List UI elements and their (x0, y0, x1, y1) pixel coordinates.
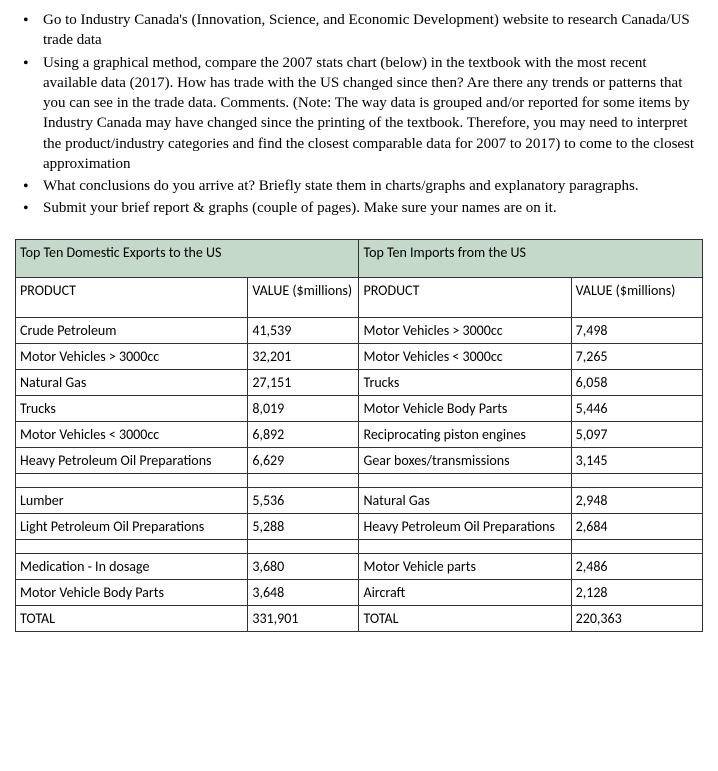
cell-value-right: 3,145 (571, 447, 702, 473)
cell-product-right: Trucks (359, 369, 571, 395)
table-row: Motor Vehicles < 3000cc 6,892 Reciprocat… (16, 421, 703, 447)
cell-product-left: Crude Petroleum (16, 317, 248, 343)
cell-product-right: TOTAL (359, 605, 571, 631)
section-header-imports: Top Ten Imports from the US (359, 239, 703, 277)
cell-product-right: Motor Vehicles < 3000cc (359, 343, 571, 369)
cell-product-left: Lumber (16, 487, 248, 513)
section-header-exports: Top Ten Domestic Exports to the US (16, 239, 359, 277)
cell-value-left: 27,151 (248, 369, 359, 395)
cell-value-left: 8,019 (248, 395, 359, 421)
cell-value-right: 2,948 (571, 487, 702, 513)
cell-value-left: 3,648 (248, 579, 359, 605)
cell-product-right: Gear boxes/transmissions (359, 447, 571, 473)
cell-value-right: 7,498 (571, 317, 702, 343)
cell-product-right: Motor Vehicles > 3000cc (359, 317, 571, 343)
cell-value-right: 220,363 (571, 605, 702, 631)
cell-product-left: Motor Vehicle Body Parts (16, 579, 248, 605)
bullet-item: Go to Industry Canada's (Innovation, Sci… (15, 10, 703, 51)
cell-value-right: 5,446 (571, 395, 702, 421)
column-header-value-right: VALUE ($millions) (571, 277, 702, 317)
cell-product-left: Heavy Petroleum Oil Preparations (16, 447, 248, 473)
column-header-product-right: PRODUCT (359, 277, 571, 317)
cell-value-right: 6,058 (571, 369, 702, 395)
instruction-list: Go to Industry Canada's (Innovation, Sci… (15, 10, 703, 219)
table-row-total: TOTAL 331,901 TOTAL 220,363 (16, 605, 703, 631)
table-row: Trucks 8,019 Motor Vehicle Body Parts 5,… (16, 395, 703, 421)
cell-value-left: 32,201 (248, 343, 359, 369)
table-row: Motor Vehicles > 3000cc 32,201 Motor Veh… (16, 343, 703, 369)
cell-value-right: 7,265 (571, 343, 702, 369)
cell-product-right: Natural Gas (359, 487, 571, 513)
cell-value-left: 331,901 (248, 605, 359, 631)
cell-value-left: 6,629 (248, 447, 359, 473)
gap-row (16, 473, 703, 487)
table-row: Crude Petroleum 41,539 Motor Vehicles > … (16, 317, 703, 343)
cell-value-right: 5,097 (571, 421, 702, 447)
column-header-product-left: PRODUCT (16, 277, 248, 317)
cell-product-left: Trucks (16, 395, 248, 421)
cell-value-left: 6,892 (248, 421, 359, 447)
cell-product-right: Aircraft (359, 579, 571, 605)
gap-row (16, 539, 703, 553)
cell-value-right: 2,128 (571, 579, 702, 605)
cell-product-left: Motor Vehicles < 3000cc (16, 421, 248, 447)
cell-value-left: 5,288 (248, 513, 359, 539)
bullet-item: Submit your brief report & graphs (coupl… (15, 198, 703, 218)
table-row: Motor Vehicle Body Parts 3,648 Aircraft … (16, 579, 703, 605)
table-row: Lumber 5,536 Natural Gas 2,948 (16, 487, 703, 513)
cell-product-right: Reciprocating piston engines (359, 421, 571, 447)
bullet-text: Using a graphical method, compare the 20… (43, 55, 694, 172)
cell-value-left: 5,536 (248, 487, 359, 513)
cell-value-right: 2,486 (571, 553, 702, 579)
cell-product-right: Motor Vehicle Body Parts (359, 395, 571, 421)
cell-product-left: Natural Gas (16, 369, 248, 395)
bullet-text: Go to Industry Canada's (Innovation, Sci… (43, 12, 690, 48)
bullet-item: What conclusions do you arrive at? Brief… (15, 176, 703, 196)
cell-product-left: Medication - In dosage (16, 553, 248, 579)
cell-value-right: 2,684 (571, 513, 702, 539)
cell-product-left: Light Petroleum Oil Preparations (16, 513, 248, 539)
trade-data-table: Top Ten Domestic Exports to the US Top T… (15, 239, 703, 632)
cell-product-right: Heavy Petroleum Oil Preparations (359, 513, 571, 539)
bullet-text: What conclusions do you arrive at? Brief… (43, 178, 639, 194)
bullet-text: Submit your brief report & graphs (coupl… (43, 200, 557, 216)
table-row: Light Petroleum Oil Preparations 5,288 H… (16, 513, 703, 539)
cell-product-left: Motor Vehicles > 3000cc (16, 343, 248, 369)
cell-product-right: Motor Vehicle parts (359, 553, 571, 579)
cell-value-left: 3,680 (248, 553, 359, 579)
cell-value-left: 41,539 (248, 317, 359, 343)
bullet-item: Using a graphical method, compare the 20… (15, 53, 703, 175)
table-row: Medication - In dosage 3,680 Motor Vehic… (16, 553, 703, 579)
table-row: Natural Gas 27,151 Trucks 6,058 (16, 369, 703, 395)
cell-product-left: TOTAL (16, 605, 248, 631)
column-header-value-left: VALUE ($millions) (248, 277, 359, 317)
table-row: Heavy Petroleum Oil Preparations 6,629 G… (16, 447, 703, 473)
